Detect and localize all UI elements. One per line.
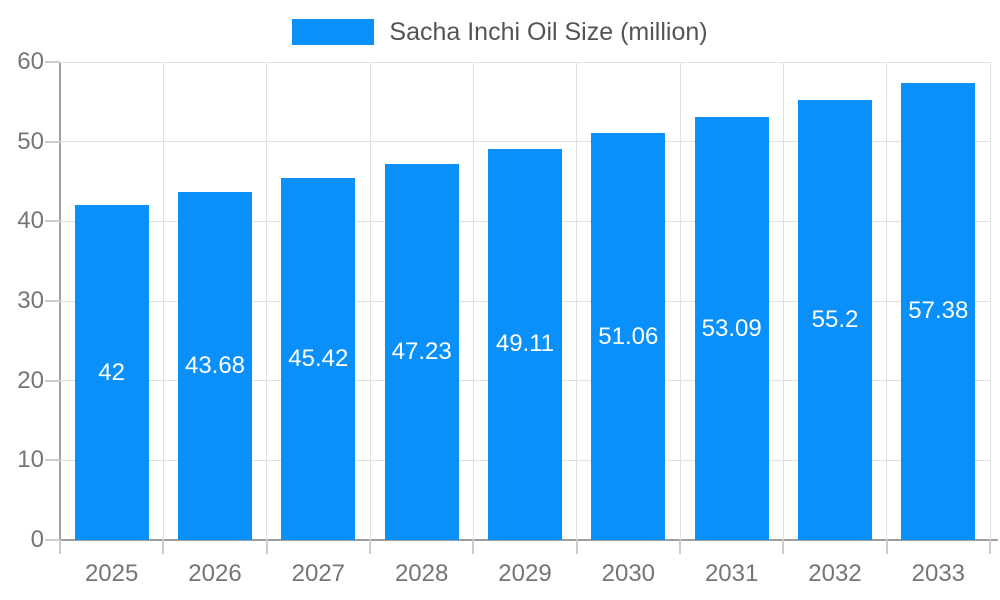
bar-value-label-2027: 45.42 bbox=[288, 345, 349, 373]
x-tick-0 bbox=[59, 540, 61, 554]
y-tick-label-50: 50 bbox=[17, 127, 44, 155]
x-tick-1 bbox=[162, 540, 165, 554]
x-tick-label-2028: 2028 bbox=[394, 560, 449, 587]
bar-2030[interactable] bbox=[591, 133, 666, 540]
y-tick-50 bbox=[45, 140, 60, 143]
y-tick-label-30: 30 bbox=[17, 287, 44, 314]
legend[interactable]: Sacha Inchi Oil Size (million) bbox=[0, 17, 1000, 47]
y-tick-label-60: 60 bbox=[17, 48, 44, 75]
legend-label: Sacha Inchi Oil Size (million) bbox=[389, 18, 708, 46]
x-gridline-3 bbox=[369, 62, 371, 540]
bar-value-label-2028: 47.23 bbox=[391, 337, 452, 365]
y-tick-label-10: 10 bbox=[17, 446, 44, 474]
bar-value-label-2032: 55.2 bbox=[811, 306, 859, 334]
y-tick-40 bbox=[45, 220, 60, 223]
bar-2028[interactable] bbox=[384, 163, 459, 540]
x-tick-5 bbox=[575, 540, 578, 554]
x-gridline-6 bbox=[679, 62, 681, 540]
x-tick-7 bbox=[782, 540, 785, 554]
x-tick-4 bbox=[472, 540, 475, 554]
x-tick-3 bbox=[369, 540, 371, 554]
x-tick-label-2032: 2032 bbox=[808, 560, 862, 587]
x-gridline-9 bbox=[989, 62, 991, 540]
y-tick-label-40: 40 bbox=[17, 207, 44, 235]
x-gridline-5 bbox=[576, 62, 578, 540]
x-tick-label-2033: 2033 bbox=[911, 560, 966, 587]
x-tick-label-2027: 2027 bbox=[291, 560, 346, 587]
x-tick-label-2031: 2031 bbox=[704, 560, 759, 587]
x-tick-9 bbox=[989, 540, 991, 554]
x-tick-2 bbox=[265, 540, 268, 554]
y-gridline-60 bbox=[60, 61, 990, 63]
bar-2031[interactable] bbox=[694, 117, 769, 540]
x-axis-line bbox=[60, 539, 998, 541]
y-tick-20 bbox=[45, 379, 60, 382]
y-tick-label-20: 20 bbox=[17, 366, 44, 394]
bar-value-label-2030: 51.06 bbox=[598, 322, 659, 350]
x-tick-label-2029: 2029 bbox=[498, 560, 552, 587]
y-tick-0 bbox=[45, 539, 60, 541]
bar-2032[interactable] bbox=[798, 100, 872, 540]
bar-value-label-2026: 43.68 bbox=[184, 352, 246, 379]
x-gridline-1 bbox=[162, 62, 164, 540]
bar-value-label-2031: 53.09 bbox=[701, 314, 762, 342]
legend-swatch bbox=[292, 19, 375, 45]
x-tick-8 bbox=[885, 540, 888, 554]
x-gridline-8 bbox=[886, 62, 888, 540]
y-tick-label-0: 0 bbox=[30, 526, 44, 553]
y-tick-10 bbox=[45, 459, 60, 462]
y-gridline-50 bbox=[60, 141, 990, 143]
y-tick-60 bbox=[45, 61, 60, 63]
bar-value-label-2025: 42 bbox=[98, 358, 126, 386]
bar-value-label-2029: 49.11 bbox=[495, 330, 555, 358]
x-tick-label-2026: 2026 bbox=[188, 560, 242, 587]
bar-2026[interactable] bbox=[178, 192, 252, 540]
x-tick-label-2030: 2030 bbox=[601, 560, 656, 587]
bar-2025[interactable] bbox=[74, 205, 149, 540]
x-gridline-7 bbox=[782, 62, 784, 540]
x-tick-label-2025: 2025 bbox=[84, 560, 139, 587]
y-tick-30 bbox=[45, 300, 60, 302]
bar-2033[interactable] bbox=[901, 82, 976, 540]
x-gridline-2 bbox=[266, 62, 268, 540]
bar-2027[interactable] bbox=[281, 178, 356, 540]
bar-value-label-2033: 57.38 bbox=[908, 297, 969, 325]
bar-2029[interactable] bbox=[488, 148, 562, 540]
x-tick-6 bbox=[679, 540, 681, 554]
x-gridline-4 bbox=[472, 62, 474, 540]
